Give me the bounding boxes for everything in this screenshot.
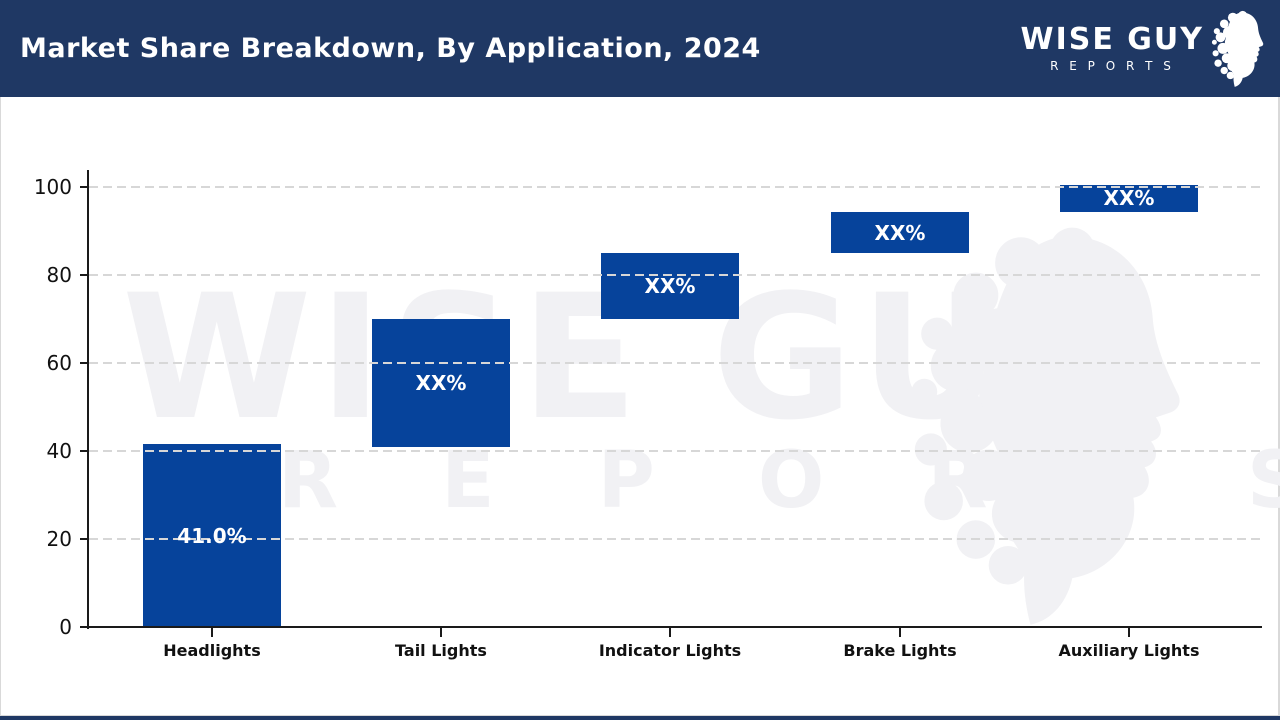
gridline-60 [89,362,1262,364]
x-category-label: Tail Lights [395,641,487,660]
bar-brake-lights [831,212,969,253]
watermark-head-icon [911,227,1180,625]
x-category-label: Indicator Lights [598,641,742,660]
bar-headlights [143,444,281,627]
y-tick [80,186,89,188]
bar-value-label: XX% [1103,186,1155,211]
y-axis-line [87,170,89,629]
footer-divider [0,715,1280,716]
gridline-80 [89,274,1262,276]
x-tick [899,628,901,637]
y-tick-label: 80 [46,263,72,287]
header: Market Share Breakdown, By Application, … [0,0,1280,97]
bar-value-label: XX% [415,370,467,395]
x-axis-line [87,626,1262,628]
bar-value-label: XX% [874,220,926,245]
y-tick [80,538,89,540]
bar-value-label: 41.0% [177,523,247,548]
bar-indicator-lights [601,253,739,319]
logo-line2: R E P O R T S [1050,58,1175,73]
y-tick-label: 0 [59,615,72,639]
head-profile-icon [1211,10,1264,87]
gridline-20 [89,538,1262,540]
x-tick [669,628,671,637]
bar-value-label: XX% [644,274,696,298]
footer-bar [0,716,1280,720]
y-tick [80,362,89,364]
logo-line1: WISE GUY [1020,22,1204,58]
y-tick-label: 100 [33,175,72,199]
y-tick [80,274,89,276]
x-tick [440,628,442,637]
logo-wordmark: WISE GUY R E P O R T S [1020,24,1204,73]
x-category-label: Auxiliary Lights [1058,641,1200,660]
x-tick [1128,628,1130,637]
y-tick-label: 20 [46,527,72,551]
x-category-label: Brake Lights [843,641,957,660]
gridline-40 [89,450,1262,452]
y-tick [80,450,89,452]
x-tick [211,628,213,637]
bar-tail-lights [372,319,510,447]
wise-guy-logo: WISE GUY R E P O R T S [1020,9,1280,89]
y-tick-label: 60 [46,351,72,375]
gridline-100 [89,186,1262,188]
bar-auxiliary-lights [1060,184,1198,213]
y-tick [80,626,89,628]
y-tick-label: 40 [46,439,72,463]
x-category-label: Headlights [163,641,261,660]
chart-title: Market Share Breakdown, By Application, … [20,33,761,64]
